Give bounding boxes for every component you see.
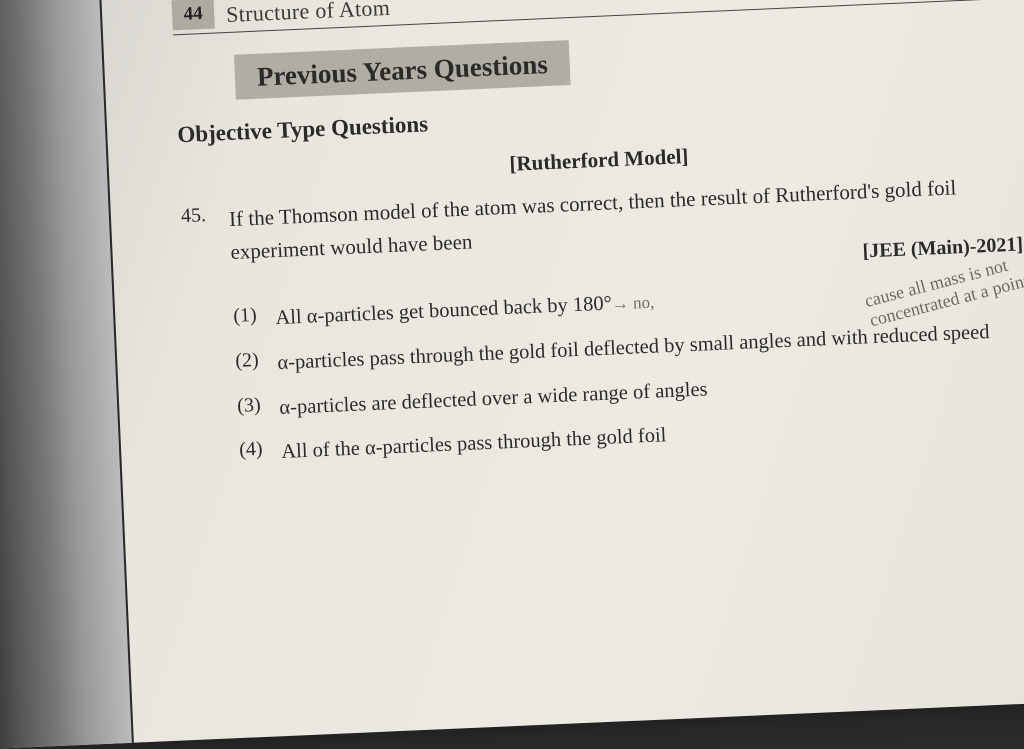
option-number: (3) [237,393,272,425]
question-number: 45. [180,204,230,472]
chapter-title: Structure of Atom [226,0,391,28]
option-number: (1) [233,304,268,336]
option-text: All α-particles get bounced back by 180°… [275,287,655,334]
book-binding [0,0,134,749]
option-number: (2) [235,348,270,380]
arrow-annotation: → no, [611,293,654,314]
option-text: α-particles are deflected over a wide ra… [279,374,708,423]
option-text: All of the α-particles pass through the … [281,421,667,469]
section-banner: Previous Years Questions [234,40,571,100]
option-number: (4) [239,438,274,470]
banner-text: Previous Years Questions [256,49,548,92]
question-block: 45. If the Thomson model of the atom was… [180,169,1024,472]
main-column: Objective Type Questions [Rutherford Mod… [177,85,1024,478]
page-number-badge: 44 [172,0,215,30]
